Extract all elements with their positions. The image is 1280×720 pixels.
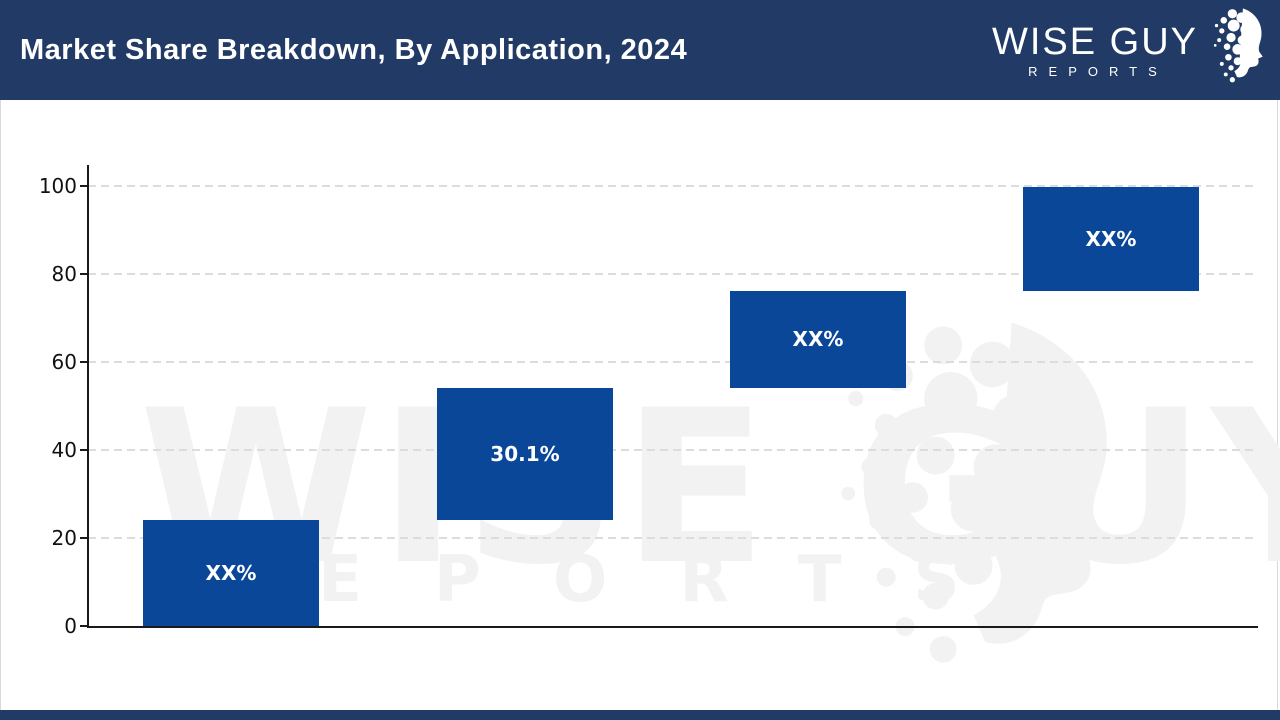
- page-title: Market Share Breakdown, By Application, …: [20, 33, 688, 66]
- gridline-80: [88, 272, 1258, 275]
- logo-wordmark: WISE GUY: [991, 20, 1198, 63]
- y-tick-label-40: 40: [51, 437, 77, 462]
- header: Market Share Breakdown, By Application, …: [0, 0, 1280, 100]
- bar-segment-3: XX%: [1023, 186, 1199, 292]
- y-tick-mark-20: [80, 536, 88, 539]
- y-tick-label-80: 80: [51, 261, 77, 286]
- bar-segment-2: XX%: [730, 291, 906, 388]
- bar-segment-0: XX%: [143, 520, 319, 626]
- x-axis-line: [87, 626, 1258, 628]
- footer-bar: [0, 710, 1280, 720]
- gridline-40: [88, 448, 1258, 451]
- gridline-60: [88, 360, 1258, 363]
- bar-value-label-0: XX%: [205, 561, 257, 586]
- y-tick-mark-0: [80, 625, 88, 627]
- bar-value-label-3: XX%: [1085, 227, 1137, 251]
- bar-value-label-2: XX%: [792, 327, 844, 352]
- bar-segment-1: 30.1%: [437, 387, 613, 521]
- gridline-100: [88, 184, 1258, 187]
- y-tick-label-100: 100: [38, 173, 77, 198]
- gridline-20: [88, 536, 1258, 539]
- plot-area: WISE GUY REPORTS 020406080100XX%Lighting…: [0, 100, 1280, 710]
- bar-value-label-1: 30.1%: [490, 441, 560, 466]
- y-tick-label-60: 60: [51, 349, 77, 374]
- logo-subtitle: REPORTS: [1028, 63, 1168, 79]
- y-tick-label-0: 0: [64, 614, 77, 638]
- y-tick-mark-100: [80, 184, 88, 187]
- wiseguy-logo: WISE GUY REPORTS: [992, 0, 1268, 100]
- y-tick-mark-40: [80, 448, 88, 451]
- face-dots-icon: [1213, 8, 1263, 83]
- y-axis-line: [87, 165, 89, 628]
- y-tick-mark-80: [80, 272, 88, 275]
- y-tick-mark-60: [80, 360, 88, 363]
- y-tick-label-20: 20: [51, 525, 77, 550]
- wiseguy-logo-text: WISE GUY REPORTS: [992, 23, 1198, 78]
